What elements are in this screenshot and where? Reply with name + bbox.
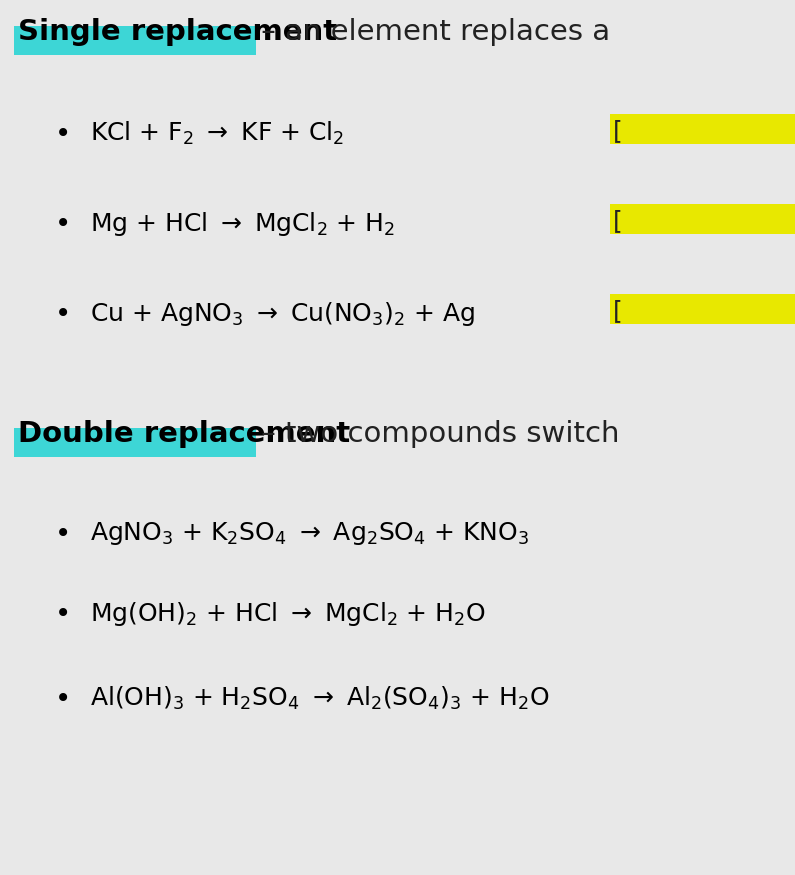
FancyBboxPatch shape	[610, 294, 795, 324]
FancyBboxPatch shape	[14, 428, 256, 457]
Text: •: •	[55, 300, 72, 328]
FancyBboxPatch shape	[14, 26, 256, 55]
Text: AgNO$_3$ + K$_2$SO$_4$ $\rightarrow$ Ag$_2$SO$_4$ + KNO$_3$: AgNO$_3$ + K$_2$SO$_4$ $\rightarrow$ Ag$…	[90, 520, 529, 547]
Text: Mg(OH)$_2$ + HCl $\rightarrow$ MgCl$_2$ + H$_2$O: Mg(OH)$_2$ + HCl $\rightarrow$ MgCl$_2$ …	[90, 600, 486, 628]
Text: – an element replaces a: – an element replaces a	[252, 18, 611, 46]
FancyBboxPatch shape	[610, 114, 795, 144]
Text: Double replacement: Double replacement	[18, 420, 350, 448]
Text: [: [	[613, 119, 622, 143]
Text: •: •	[55, 685, 72, 713]
Text: [: [	[613, 299, 622, 323]
Text: KCl + F$_2$ $\rightarrow$ KF + Cl$_2$: KCl + F$_2$ $\rightarrow$ KF + Cl$_2$	[90, 120, 344, 147]
Text: •: •	[55, 600, 72, 628]
Text: •: •	[55, 520, 72, 548]
Text: Al(OH)$_3$ + H$_2$SO$_4$ $\rightarrow$ Al$_2$(SO$_4$)$_3$ + H$_2$O: Al(OH)$_3$ + H$_2$SO$_4$ $\rightarrow$ A…	[90, 685, 549, 712]
Text: •: •	[55, 210, 72, 238]
FancyBboxPatch shape	[610, 204, 795, 234]
Text: •: •	[55, 120, 72, 148]
Text: [: [	[613, 209, 622, 233]
Text: Single replacement: Single replacement	[18, 18, 337, 46]
Text: Cu + AgNO$_3$ $\rightarrow$ Cu(NO$_3$)$_2$ + Ag: Cu + AgNO$_3$ $\rightarrow$ Cu(NO$_3$)$_…	[90, 300, 475, 328]
Text: – two compounds switch: – two compounds switch	[252, 420, 620, 448]
Text: Mg + HCl $\rightarrow$ MgCl$_2$ + H$_2$: Mg + HCl $\rightarrow$ MgCl$_2$ + H$_2$	[90, 210, 395, 238]
